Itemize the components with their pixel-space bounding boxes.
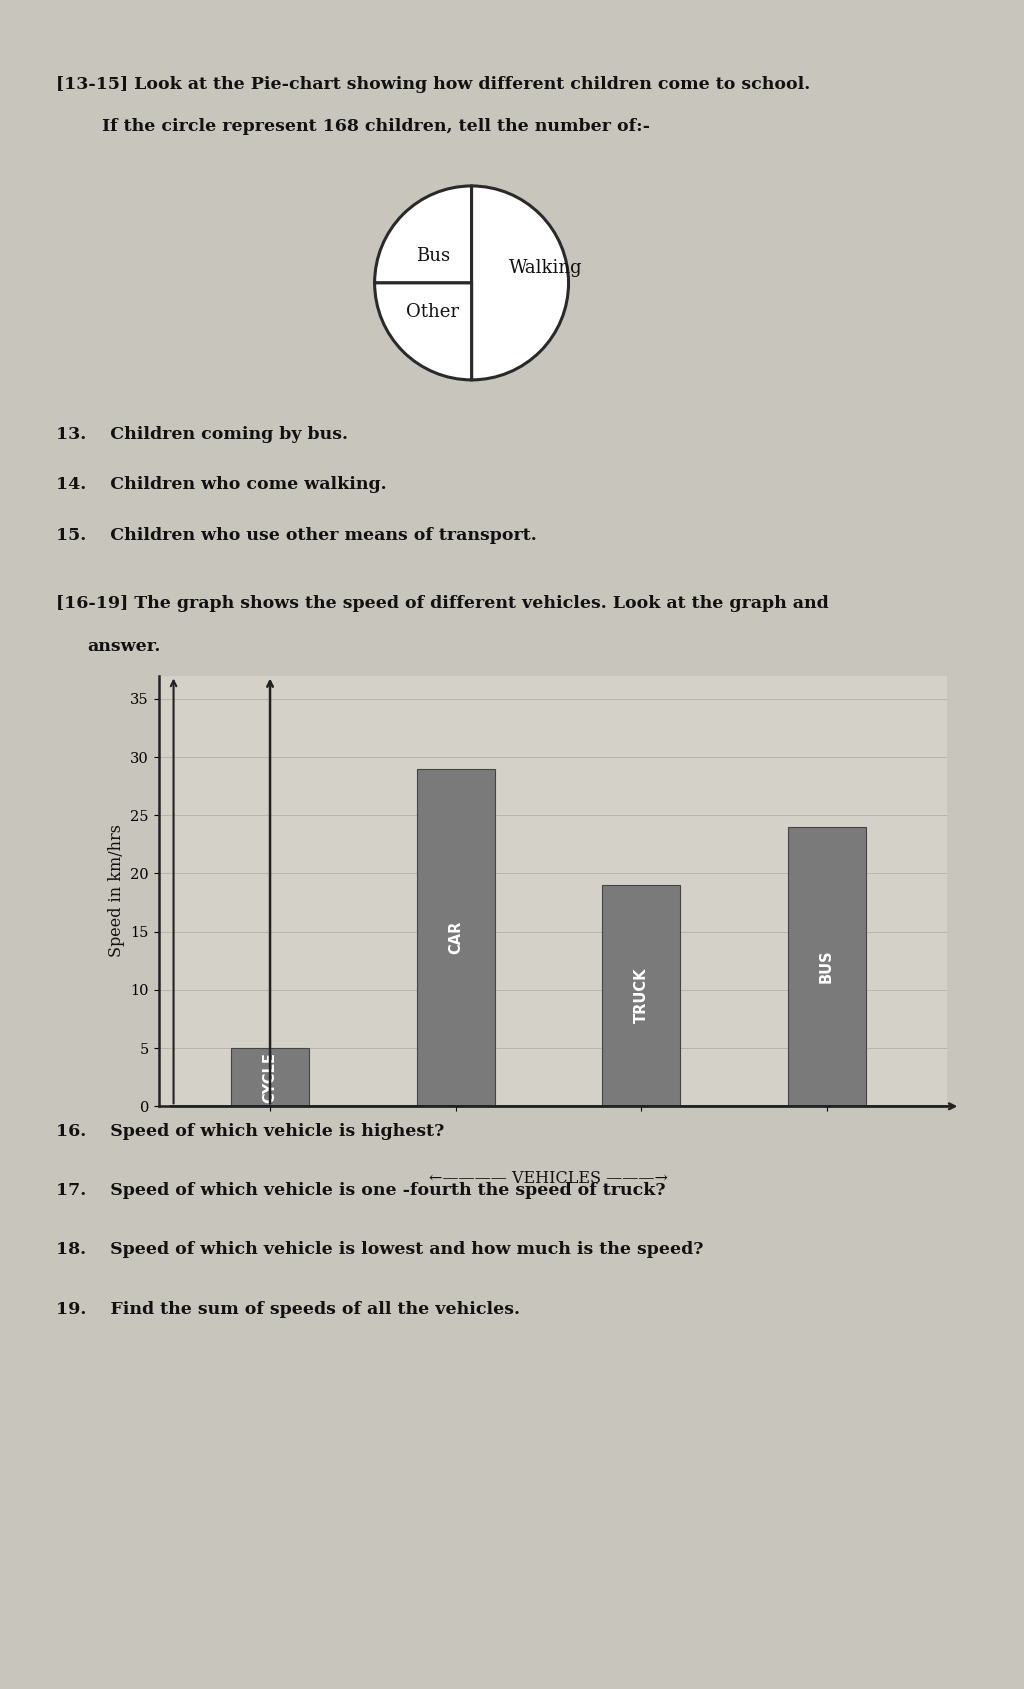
Text: [16-19] The graph shows the speed of different vehicles. Look at the graph and: [16-19] The graph shows the speed of dif… xyxy=(56,595,829,611)
Text: 15.    Children who use other means of transport.: 15. Children who use other means of tran… xyxy=(56,527,537,544)
Text: 16.    Speed of which vehicle is highest?: 16. Speed of which vehicle is highest? xyxy=(56,1123,444,1140)
Bar xyxy=(602,885,680,1106)
Text: If the circle represent 168 children, tell the number of:-: If the circle represent 168 children, te… xyxy=(102,118,650,135)
Text: answer.: answer. xyxy=(87,638,161,655)
Text: CAR: CAR xyxy=(449,921,463,954)
Text: 17.    Speed of which vehicle is one -fourth the speed of truck?: 17. Speed of which vehicle is one -fourt… xyxy=(56,1182,666,1199)
Text: ←———— VEHICLES ———→: ←———— VEHICLES ———→ xyxy=(429,1170,668,1187)
Text: CYCLE: CYCLE xyxy=(262,1052,278,1103)
Text: BUS: BUS xyxy=(819,949,835,983)
Text: Walking: Walking xyxy=(509,260,582,277)
Wedge shape xyxy=(375,186,472,284)
Text: 18.    Speed of which vehicle is lowest and how much is the speed?: 18. Speed of which vehicle is lowest and… xyxy=(56,1241,703,1258)
Wedge shape xyxy=(472,186,568,380)
Text: Other: Other xyxy=(407,302,460,321)
Bar xyxy=(231,1049,309,1106)
Bar xyxy=(417,768,495,1106)
Y-axis label: Speed in km/hrs: Speed in km/hrs xyxy=(108,824,125,958)
Bar xyxy=(787,828,865,1106)
Wedge shape xyxy=(375,284,472,380)
Text: TRUCK: TRUCK xyxy=(634,968,648,1024)
Text: Bus: Bus xyxy=(416,247,450,265)
Text: 13.    Children coming by bus.: 13. Children coming by bus. xyxy=(56,426,348,443)
Text: 14.    Children who come walking.: 14. Children who come walking. xyxy=(56,476,387,493)
Text: 19.    Find the sum of speeds of all the vehicles.: 19. Find the sum of speeds of all the ve… xyxy=(56,1301,520,1317)
Text: [13-15] Look at the Pie-chart showing how different children come to school.: [13-15] Look at the Pie-chart showing ho… xyxy=(56,76,811,93)
